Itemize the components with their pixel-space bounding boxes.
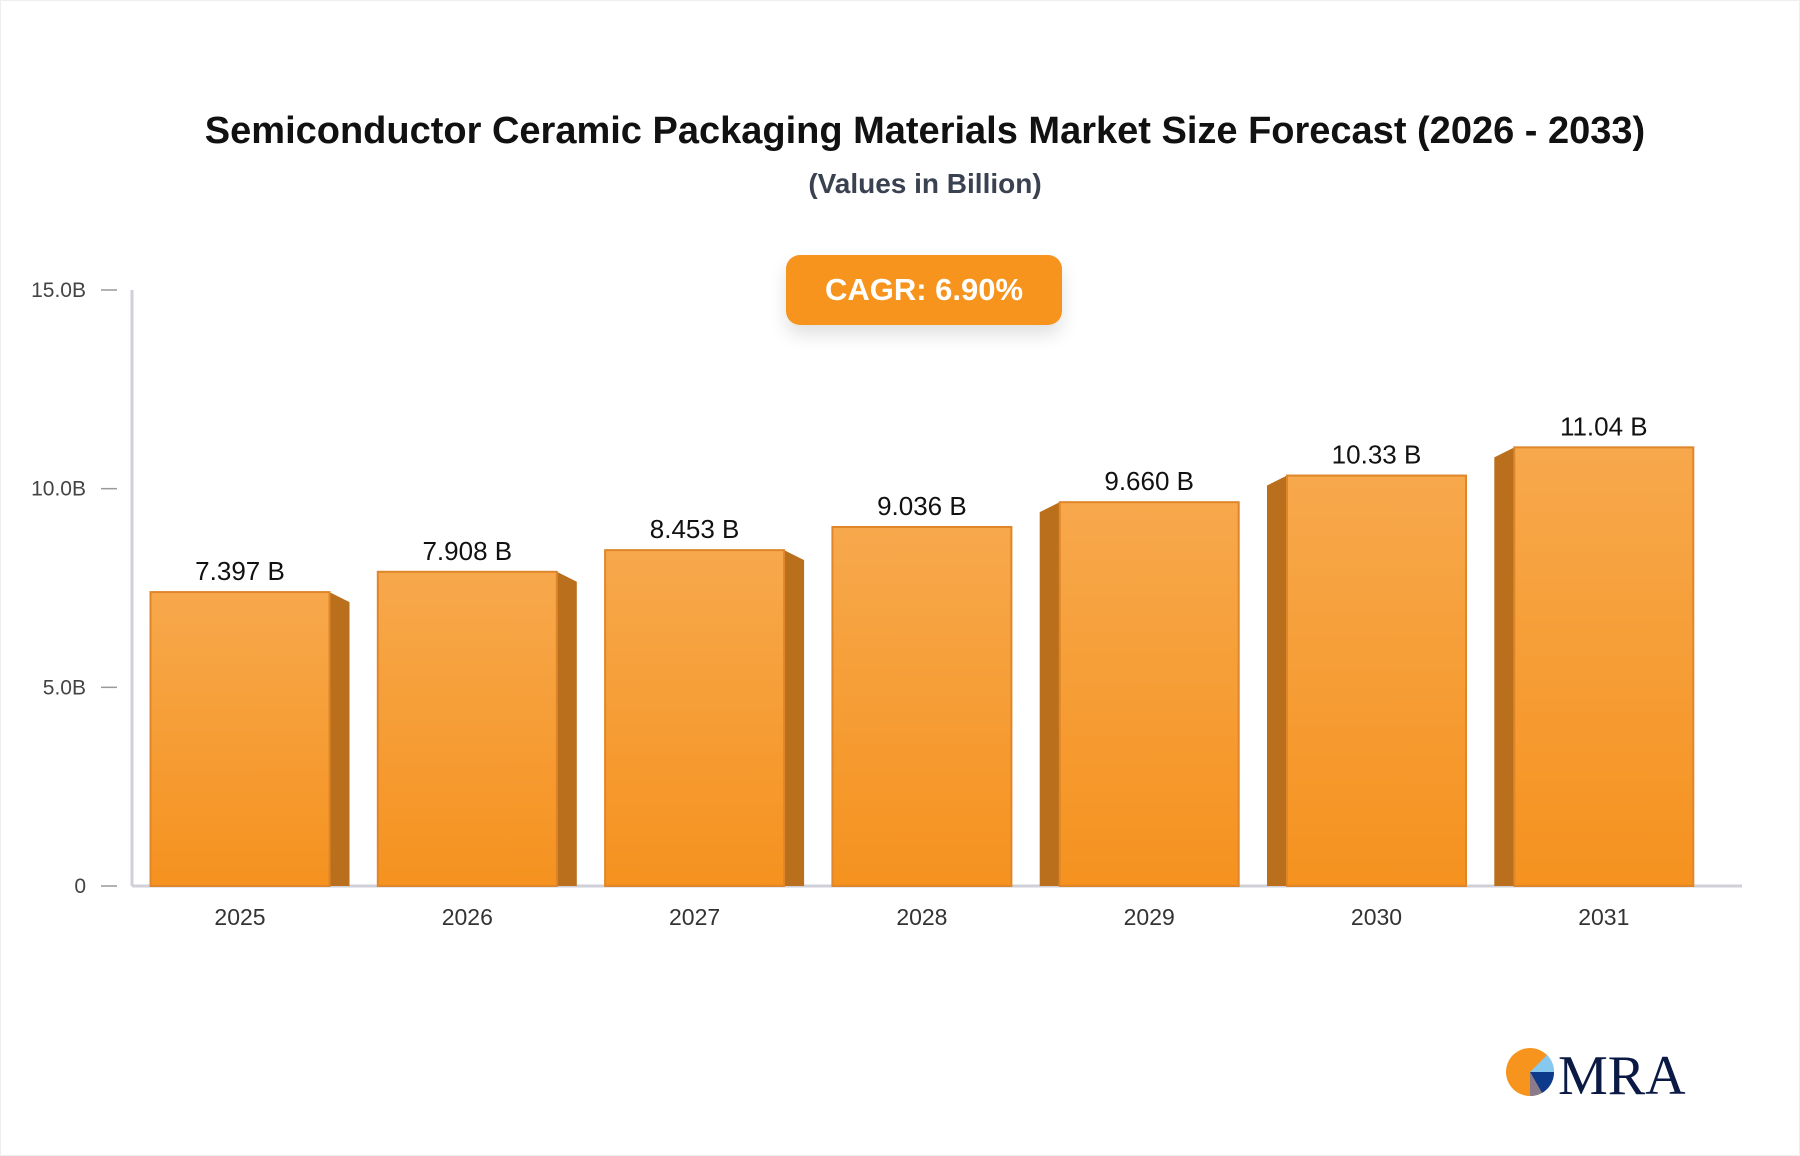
data-label: 7.908 B bbox=[422, 536, 512, 566]
chart-title: Semiconductor Ceramic Packaging Material… bbox=[204, 110, 1646, 152]
x-tick-label: 2029 bbox=[1124, 904, 1175, 930]
chart-subtitle: (Values in Billion) bbox=[808, 168, 1042, 199]
bar-side-face bbox=[1267, 475, 1287, 886]
svg-text:MRA: MRA bbox=[1558, 1045, 1686, 1104]
x-tick-label: 2030 bbox=[1351, 904, 1402, 930]
bar bbox=[1286, 474, 1467, 887]
bar-side-face bbox=[556, 571, 577, 886]
bar bbox=[831, 525, 1013, 887]
bar-side-face bbox=[329, 592, 350, 886]
bar-side-face bbox=[1039, 502, 1060, 886]
pie-logo-icon: MRA bbox=[1506, 1045, 1686, 1104]
bar bbox=[1058, 501, 1240, 887]
cagr-badge: CAGR: 6.90% bbox=[786, 255, 1062, 325]
data-label: 9.660 B bbox=[1104, 466, 1194, 496]
y-tick-label: 5.0B bbox=[43, 676, 86, 699]
data-label: 7.397 B bbox=[195, 556, 285, 586]
x-tick-label: 2027 bbox=[669, 904, 720, 930]
y-tick-label: 0 bbox=[74, 875, 86, 898]
x-tick-label: 2026 bbox=[442, 904, 493, 930]
x-tick-label: 2031 bbox=[1578, 904, 1629, 930]
x-tick-label: 2028 bbox=[896, 904, 947, 930]
data-label: 10.33 B bbox=[1332, 440, 1422, 470]
x-tick-label: 2025 bbox=[214, 904, 265, 930]
data-label: 8.453 B bbox=[650, 514, 740, 544]
bar bbox=[604, 549, 786, 888]
bar-side-face bbox=[784, 550, 805, 886]
y-tick-label: 15.0B bbox=[31, 279, 86, 302]
bar bbox=[376, 570, 558, 888]
y-tick-label: 10.0B bbox=[31, 478, 86, 501]
data-label: 11.04 B bbox=[1560, 411, 1648, 441]
bar-side-face bbox=[1494, 447, 1515, 886]
bar bbox=[149, 591, 331, 887]
bar bbox=[1513, 446, 1695, 887]
mra-logo: MRA bbox=[1500, 1040, 1700, 1104]
data-label: 9.036 B bbox=[877, 491, 967, 521]
